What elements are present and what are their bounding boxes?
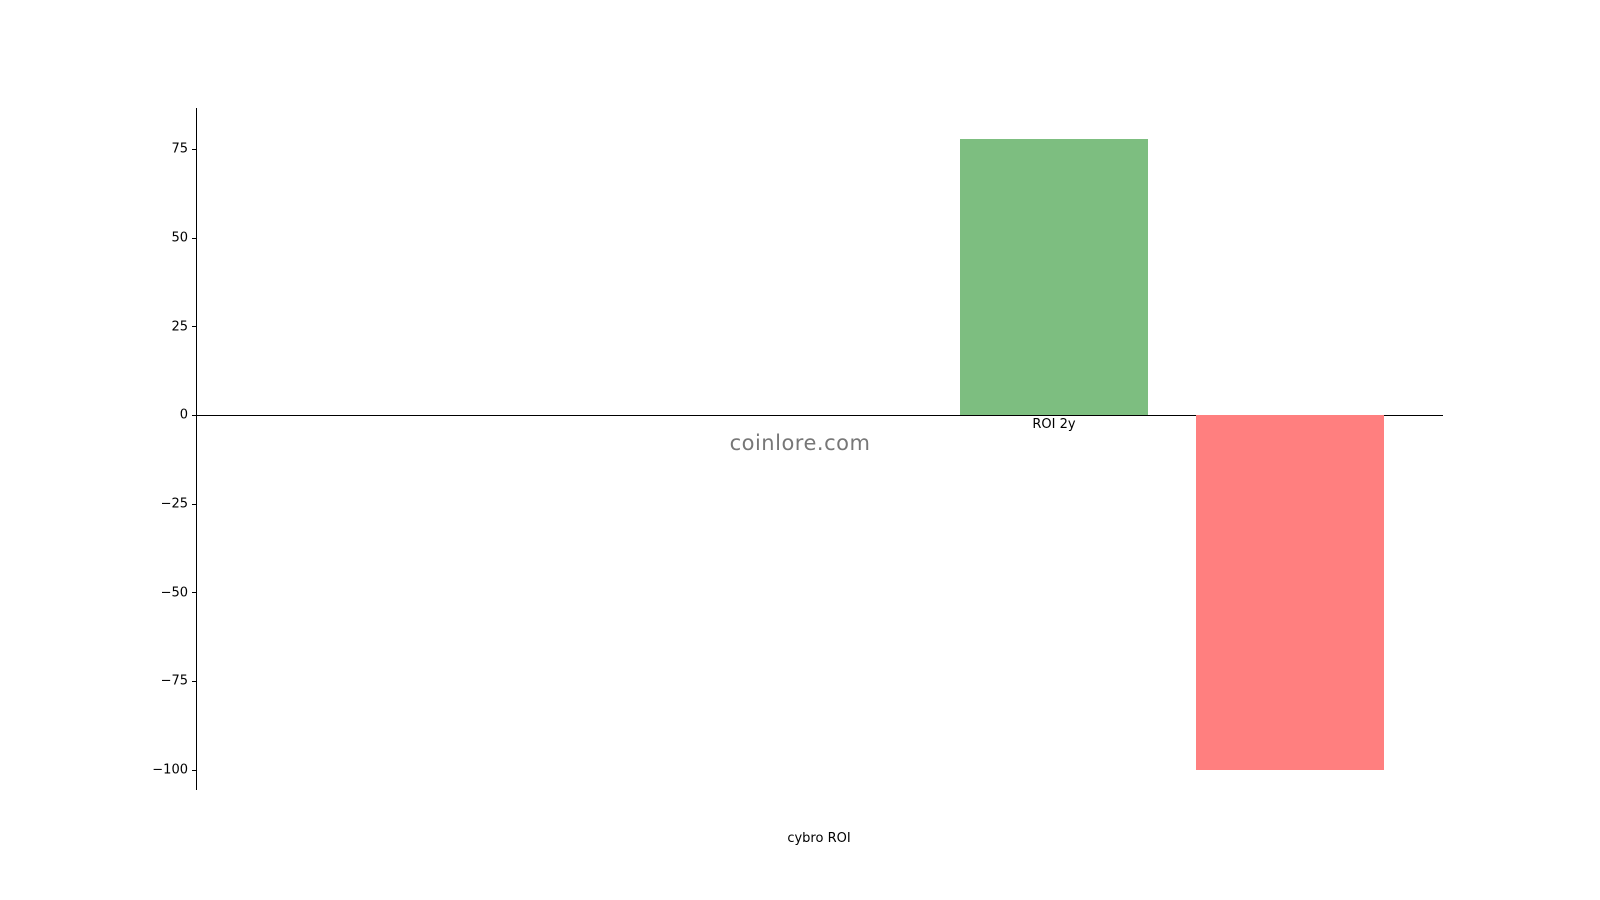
bar-roi-2y: [960, 138, 1148, 416]
y-tick-mark: [192, 769, 196, 771]
y-tick-mark: [192, 503, 196, 505]
y-tick-label: −25: [160, 496, 188, 512]
y-tick-mark: [192, 592, 196, 594]
y-tick-label: 25: [171, 319, 188, 335]
y-tick-mark: [192, 414, 196, 417]
bar-series-1: [1196, 415, 1384, 771]
y-tick-label: −75: [160, 673, 188, 689]
y-tick-mark: [192, 237, 196, 239]
y-axis-line: [196, 108, 198, 790]
y-tick-label: 0: [179, 407, 188, 423]
y-tick-label: 75: [171, 141, 188, 157]
y-tick-mark: [192, 148, 196, 151]
x-axis-title: cybro ROI: [787, 831, 851, 846]
y-tick-mark: [192, 326, 196, 328]
y-tick-label: −50: [160, 585, 188, 601]
watermark-text: coinlore.com: [729, 431, 871, 455]
x-axis-zero-line: [196, 414, 1443, 417]
y-tick-mark: [192, 680, 196, 683]
y-tick-label: −100: [152, 762, 188, 778]
y-tick-label: 50: [171, 230, 188, 246]
x-tick-label: ROI 2y: [1032, 417, 1076, 433]
